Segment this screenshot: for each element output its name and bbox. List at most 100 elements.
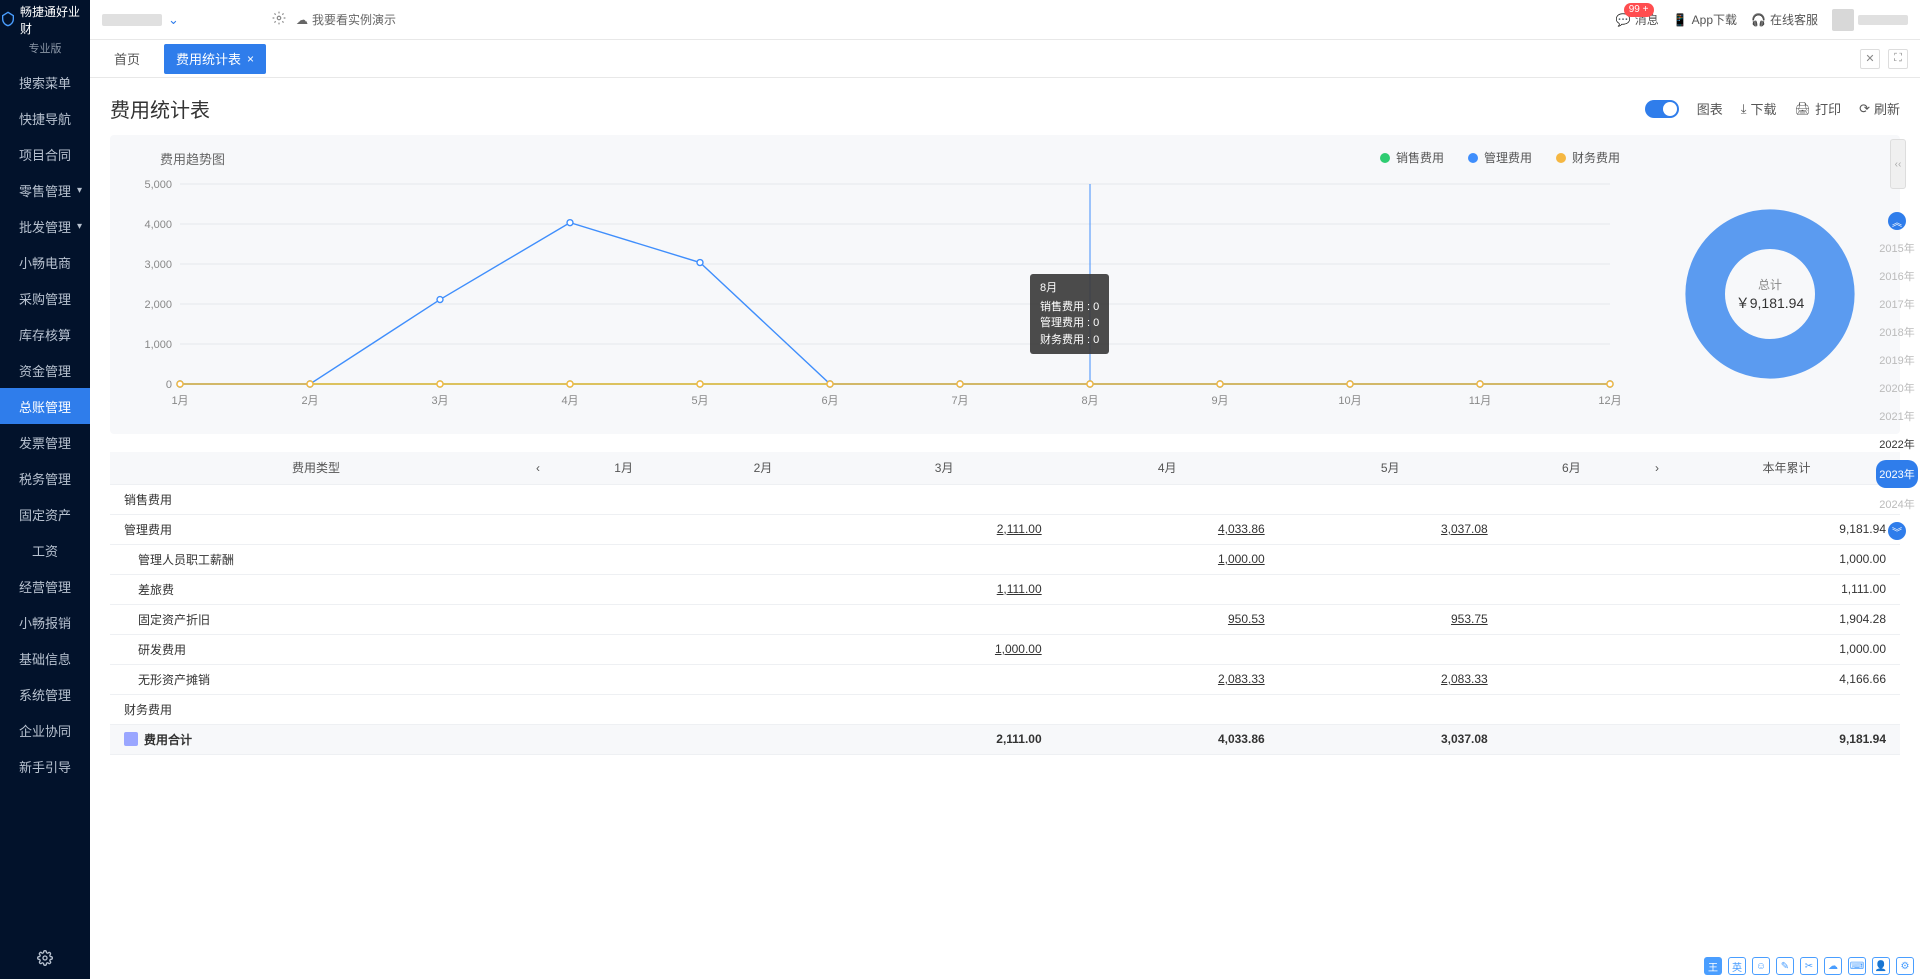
chart-panel: 费用趋势图 销售费用管理费用财务费用 01,0002,0003,0004,000… [110, 135, 1900, 434]
cell-value[interactable]: 3,037.08 [1279, 514, 1502, 544]
cell-value[interactable]: 2,083.33 [1056, 664, 1279, 694]
page-title: 费用统计表 [110, 94, 210, 123]
download-button[interactable]: ⤓ 下载 [1741, 99, 1777, 118]
fullscreen-icon[interactable]: ⛶ [1888, 49, 1908, 69]
refresh-button[interactable]: ⟳ 刷新 [1859, 99, 1900, 118]
line-chart[interactable]: 01,0002,0003,0004,0005,0001月2月3月4月5月6月7月… [130, 174, 1620, 414]
sidebar-item[interactable]: 小畅电商 [0, 244, 90, 280]
cell-value [554, 604, 693, 634]
ime-smile-icon[interactable]: ☺ [1752, 957, 1770, 975]
messages-button[interactable]: 99 + 💬 消息 [1616, 11, 1659, 28]
ime-person-icon[interactable]: 👤 [1872, 957, 1890, 975]
footer-cell [1502, 724, 1641, 754]
ime-lang-icon[interactable]: 英 [1728, 957, 1746, 975]
app-download-button[interactable]: 📱 App下载 [1673, 11, 1737, 28]
cell-value[interactable]: 2,083.33 [1279, 664, 1502, 694]
gear-icon[interactable] [272, 11, 286, 28]
year-option[interactable]: 2024年 [1876, 490, 1918, 518]
ime-scissor-icon[interactable]: ✂ [1800, 957, 1818, 975]
year-option[interactable]: 2019年 [1876, 346, 1918, 374]
svg-text:10月: 10月 [1338, 395, 1361, 407]
sidebar-item[interactable]: 库存核算 [0, 316, 90, 352]
sidebar-item[interactable]: 经营管理 [0, 568, 90, 604]
year-option[interactable]: 2023年 [1876, 460, 1918, 488]
cell-value[interactable]: 2,111.00 [833, 514, 1056, 544]
table-header-month: 4月 [1056, 452, 1279, 484]
legend-item[interactable]: 管理费用 [1468, 149, 1532, 166]
sidebar-item[interactable]: 新手引导 [0, 748, 90, 784]
year-option[interactable]: 2018年 [1876, 318, 1918, 346]
row-total: 1,904.28 [1673, 604, 1900, 634]
sidebar: 畅捷通好业财 专业版 搜索菜单快捷导航项目合同零售管理▾批发管理▾小畅电商采购管… [0, 0, 90, 979]
cell-value [693, 634, 832, 664]
sidebar-item[interactable]: 采购管理 [0, 280, 90, 316]
ime-kbd-icon[interactable]: ⌨ [1848, 957, 1866, 975]
ime-main-icon[interactable]: 王 [1704, 957, 1722, 975]
refresh-label: 刷新 [1874, 99, 1900, 118]
table-next-months[interactable]: › [1641, 452, 1673, 484]
ime-cloud-icon[interactable]: ☁ [1824, 957, 1842, 975]
sidebar-item[interactable]: 资金管理 [0, 352, 90, 388]
table-header-month: 6月 [1502, 452, 1641, 484]
table-prev-months[interactable]: ‹ [522, 452, 554, 484]
ime-edit-icon[interactable]: ✎ [1776, 957, 1794, 975]
cell-value[interactable]: 953.75 [1279, 604, 1502, 634]
year-option[interactable]: 2015年 [1876, 234, 1918, 262]
download-icon: ⤓ [1741, 101, 1747, 117]
print-button[interactable]: 🖨 打印 [1795, 99, 1842, 118]
sidebar-item[interactable]: 税务管理 [0, 460, 90, 496]
legend-dot-icon [1556, 153, 1566, 163]
demo-link[interactable]: ☁ 我要看实例演示 [296, 11, 396, 28]
year-scroll-down-icon[interactable]: ︾ [1888, 522, 1906, 540]
chart-toggle-label: 图表 [1697, 99, 1723, 118]
svg-text:5月: 5月 [691, 395, 708, 407]
sidebar-item[interactable]: 快捷导航 [0, 100, 90, 136]
sidebar-item[interactable]: 发票管理 [0, 424, 90, 460]
sidebar-item[interactable]: 批发管理▾ [0, 208, 90, 244]
row-label: 差旅费 [110, 574, 522, 604]
row-total: 9,181.94 [1673, 514, 1900, 544]
year-option[interactable]: 2020年 [1876, 374, 1918, 402]
user-menu[interactable] [1832, 9, 1908, 31]
legend-item[interactable]: 财务费用 [1556, 149, 1620, 166]
tab[interactable]: 费用统计表× [164, 44, 266, 74]
year-option[interactable]: 2021年 [1876, 402, 1918, 430]
username-placeholder [1858, 15, 1908, 25]
cell-value [693, 484, 832, 514]
close-icon[interactable]: × [247, 52, 254, 66]
sidebar-item[interactable]: 总账管理 [0, 388, 90, 424]
sidebar-item[interactable]: 企业协同 [0, 712, 90, 748]
cloud-icon: ☁ [296, 13, 308, 27]
cell-value [1502, 544, 1641, 574]
sidebar-item[interactable]: 搜索菜单 [0, 64, 90, 100]
tab[interactable]: 首页 [102, 44, 152, 74]
year-option[interactable]: 2022年 [1876, 430, 1918, 458]
cell-value[interactable]: 4,033.86 [1056, 514, 1279, 544]
ime-gear-icon[interactable]: ⚙ [1896, 957, 1914, 975]
cell-value[interactable]: 950.53 [1056, 604, 1279, 634]
table-row: 无形资产摊销2,083.332,083.334,166.66 [110, 664, 1900, 694]
brand-name: 畅捷通好业财 [20, 3, 90, 37]
legend-item[interactable]: 销售费用 [1380, 149, 1444, 166]
table-header-type: 费用类型 [110, 452, 522, 484]
sidebar-item[interactable]: 系统管理 [0, 676, 90, 712]
collapse-chart-handle[interactable]: ‹‹ [1890, 139, 1906, 189]
sidebar-item[interactable]: 零售管理▾ [0, 172, 90, 208]
org-selector[interactable]: ⌄ [102, 12, 262, 28]
close-tab-icon[interactable]: ✕ [1860, 49, 1880, 69]
year-scroll-up-icon[interactable]: ︽ [1888, 212, 1906, 230]
sidebar-item[interactable]: 项目合同 [0, 136, 90, 172]
cell-value[interactable]: 1,000.00 [833, 634, 1056, 664]
cell-value[interactable]: 1,000.00 [1056, 544, 1279, 574]
sidebar-item[interactable]: 固定资产 [0, 496, 90, 532]
settings-icon[interactable] [37, 950, 53, 969]
sidebar-item[interactable]: 基础信息 [0, 640, 90, 676]
sidebar-item[interactable]: 工资 [0, 532, 90, 568]
year-option[interactable]: 2017年 [1876, 290, 1918, 318]
year-option[interactable]: 2016年 [1876, 262, 1918, 290]
sidebar-item[interactable]: 小畅报销 [0, 604, 90, 640]
cell-value[interactable]: 1,111.00 [833, 574, 1056, 604]
chart-toggle[interactable] [1645, 100, 1679, 118]
online-service-button[interactable]: 🎧 在线客服 [1751, 11, 1818, 28]
footer-cell [554, 724, 693, 754]
